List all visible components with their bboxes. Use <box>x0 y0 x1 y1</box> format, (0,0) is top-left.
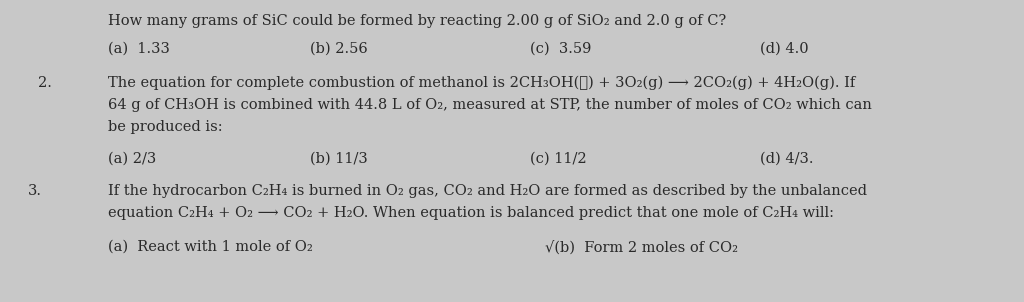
Text: (a)  1.33: (a) 1.33 <box>108 42 170 56</box>
Text: √(b)  Form 2 moles of CO₂: √(b) Form 2 moles of CO₂ <box>545 240 738 254</box>
Text: How many grams of SiC could be formed by reacting 2.00 g of SiO₂ and 2.0 g of C?: How many grams of SiC could be formed by… <box>108 14 726 28</box>
Text: (c)  3.59: (c) 3.59 <box>530 42 592 56</box>
Text: be produced is:: be produced is: <box>108 120 222 134</box>
Text: (c) 11/2: (c) 11/2 <box>530 152 587 166</box>
Text: equation C₂H₄ + O₂ ⟶ CO₂ + H₂O. When equation is balanced predict that one mole : equation C₂H₄ + O₂ ⟶ CO₂ + H₂O. When equ… <box>108 206 834 220</box>
Text: (d) 4/3.: (d) 4/3. <box>760 152 813 166</box>
Text: If the hydrocarbon C₂H₄ is burned in O₂ gas, CO₂ and H₂O are formed as described: If the hydrocarbon C₂H₄ is burned in O₂ … <box>108 184 867 198</box>
Text: 64 g of CH₃OH is combined with 44.8 L of O₂, measured at STP, the number of mole: 64 g of CH₃OH is combined with 44.8 L of… <box>108 98 871 112</box>
Text: (d) 4.0: (d) 4.0 <box>760 42 809 56</box>
Text: (a)  React with 1 mole of O₂: (a) React with 1 mole of O₂ <box>108 240 312 254</box>
Text: (b) 2.56: (b) 2.56 <box>310 42 368 56</box>
Text: (a) 2/3: (a) 2/3 <box>108 152 157 166</box>
Text: 3.: 3. <box>28 184 42 198</box>
Text: (b) 11/3: (b) 11/3 <box>310 152 368 166</box>
Text: The equation for complete combustion of methanol is 2CH₃OH(ℓ) + 3O₂(g) ⟶ 2CO₂(g): The equation for complete combustion of … <box>108 76 855 90</box>
Text: 2.: 2. <box>38 76 52 90</box>
